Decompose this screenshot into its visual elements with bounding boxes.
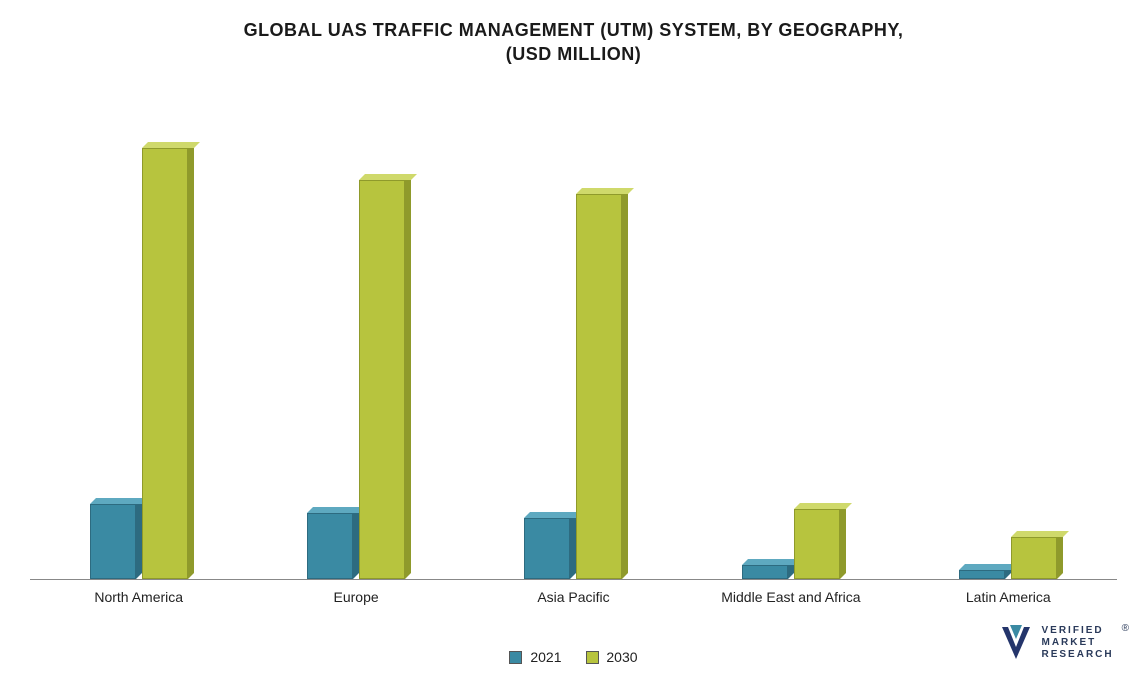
registered-mark-icon: ®	[1122, 623, 1129, 634]
x-axis-label: Latin America	[900, 579, 1117, 605]
bar-pair	[465, 110, 682, 579]
category-group: Europe	[247, 110, 464, 579]
bar-2021	[90, 504, 136, 579]
x-axis-label: Middle East and Africa	[682, 579, 899, 605]
bar-2030	[142, 148, 188, 579]
watermark-logo-icon	[998, 623, 1034, 663]
legend-item-2030: 2030	[586, 649, 638, 665]
watermark-line2: MARKET	[1042, 637, 1114, 649]
legend-swatch-2021	[509, 651, 522, 664]
category-group: Asia Pacific	[465, 110, 682, 579]
legend: 2021 2030	[0, 649, 1147, 665]
x-axis-label: Asia Pacific	[465, 579, 682, 605]
chart-container: GLOBAL UAS TRAFFIC MANAGEMENT (UTM) SYST…	[0, 0, 1147, 683]
bar-2030	[1011, 537, 1057, 579]
legend-label-2030: 2030	[606, 649, 637, 665]
bar-2030	[794, 509, 840, 579]
bar-2021	[524, 518, 570, 579]
bar-2021	[307, 513, 353, 579]
bar-2021	[959, 570, 1005, 579]
watermark: VERIFIED MARKET RESEARCH ®	[998, 623, 1130, 663]
bar-pair	[30, 110, 247, 579]
x-axis-label: Europe	[247, 579, 464, 605]
chart-title-line1: GLOBAL UAS TRAFFIC MANAGEMENT (UTM) SYST…	[0, 18, 1147, 42]
category-group: Middle East and Africa	[682, 110, 899, 579]
watermark-text: VERIFIED MARKET RESEARCH	[1042, 625, 1114, 661]
bar-2030	[576, 194, 622, 579]
category-group: North America	[30, 110, 247, 579]
chart-title-line2: (USD MILLION)	[0, 42, 1147, 66]
category-group: Latin America	[900, 110, 1117, 579]
bar-2021	[742, 565, 788, 579]
legend-item-2021: 2021	[509, 649, 561, 665]
watermark-line3: RESEARCH	[1042, 649, 1114, 661]
bar-pair	[247, 110, 464, 579]
chart-title: GLOBAL UAS TRAFFIC MANAGEMENT (UTM) SYST…	[0, 0, 1147, 67]
legend-swatch-2030	[586, 651, 599, 664]
bar-pair	[900, 110, 1117, 579]
bar-2030	[359, 180, 405, 579]
legend-label-2021: 2021	[530, 649, 561, 665]
x-axis-label: North America	[30, 579, 247, 605]
plot-area: North AmericaEuropeAsia PacificMiddle Ea…	[30, 110, 1117, 580]
bar-pair	[682, 110, 899, 579]
watermark-line1: VERIFIED	[1042, 625, 1114, 637]
